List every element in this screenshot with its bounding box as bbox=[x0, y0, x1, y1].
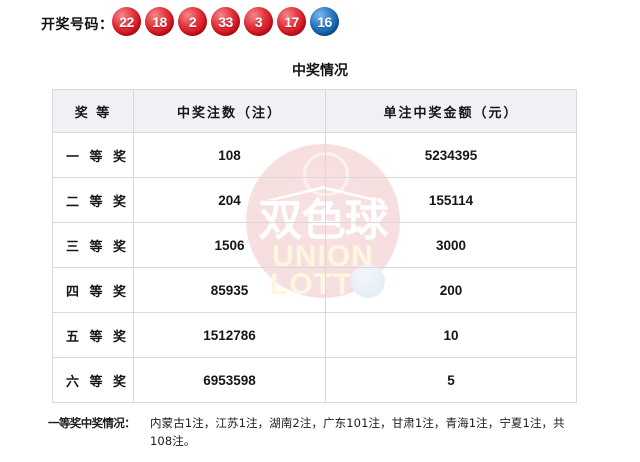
footnote-label: 一等奖中奖情况： bbox=[48, 416, 136, 430]
prize-amount-2: 155114 bbox=[325, 177, 577, 223]
blue-ball-1: 16 bbox=[310, 7, 339, 36]
page-title: 中奖情况 bbox=[292, 63, 348, 79]
red-ball-5: 3 bbox=[244, 7, 273, 36]
prize-count-2: 204 bbox=[133, 177, 326, 223]
first-prize-distribution-note: 一等奖中奖情况： 内蒙古1注，江苏1注，湖南2注，广东101注，甘肃1注，青海1… bbox=[48, 414, 584, 450]
prize-count-6: 6953598 bbox=[133, 357, 326, 403]
column-header-amount: 单注中奖金额（元） bbox=[325, 89, 577, 133]
prize-amount-5: 10 bbox=[325, 312, 577, 358]
footnote-text: 内蒙古1注，江苏1注，湖南2注，广东101注，甘肃1注，青海1注，宁夏1注，共1… bbox=[150, 416, 565, 448]
draw-numbers-row: 开奖号码： 22 18 2 33 3 17 16 bbox=[0, 0, 640, 48]
prize-grade-2: 二 等 奖 bbox=[52, 177, 134, 223]
red-ball-6: 17 bbox=[277, 7, 306, 36]
prize-grade-3: 三 等 奖 bbox=[52, 222, 134, 268]
column-header-count: 中奖注数（注） bbox=[133, 89, 326, 133]
table-row: 五 等 奖 1512786 10 bbox=[52, 312, 577, 358]
table-row: 一 等 奖 108 5234395 bbox=[52, 132, 577, 178]
draw-numbers-label: 开奖号码： bbox=[41, 17, 114, 33]
prize-amount-3: 3000 bbox=[325, 222, 577, 268]
prize-grade-6: 六 等 奖 bbox=[52, 357, 134, 403]
prize-amount-1: 5234395 bbox=[325, 132, 577, 178]
prize-amount-6: 5 bbox=[325, 357, 577, 403]
prize-breakdown-table: 奖 等 中奖注数（注） 单注中奖金额（元） 一 等 奖 108 5234395 … bbox=[52, 89, 577, 403]
prize-count-5: 1512786 bbox=[133, 312, 326, 358]
red-ball-2: 18 bbox=[145, 7, 174, 36]
table-row: 二 等 奖 204 155114 bbox=[52, 177, 577, 223]
table-row: 四 等 奖 85935 200 bbox=[52, 267, 577, 313]
prize-grade-1: 一 等 奖 bbox=[52, 132, 134, 178]
column-header-grade: 奖 等 bbox=[52, 89, 134, 133]
table-row: 三 等 奖 1506 3000 bbox=[52, 222, 577, 268]
red-ball-1: 22 bbox=[112, 7, 141, 36]
prize-count-1: 108 bbox=[133, 132, 326, 178]
table-row: 六 等 奖 6953598 5 bbox=[52, 357, 577, 403]
table-header-row: 奖 等 中奖注数（注） 单注中奖金额（元） bbox=[52, 89, 577, 133]
red-ball-3: 2 bbox=[178, 7, 207, 36]
prize-grade-4: 四 等 奖 bbox=[52, 267, 134, 313]
prize-count-3: 1506 bbox=[133, 222, 326, 268]
prize-amount-4: 200 bbox=[325, 267, 577, 313]
prize-grade-5: 五 等 奖 bbox=[52, 312, 134, 358]
prize-count-4: 85935 bbox=[133, 267, 326, 313]
red-ball-4: 33 bbox=[211, 7, 240, 36]
